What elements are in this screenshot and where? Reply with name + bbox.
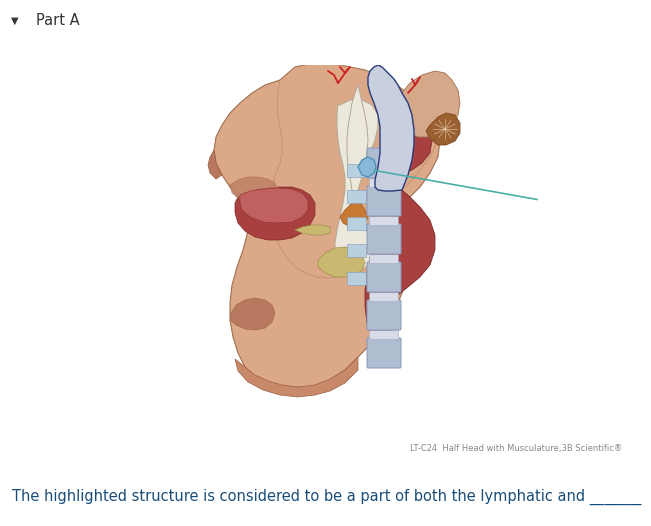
Polygon shape <box>318 247 365 277</box>
Polygon shape <box>365 177 435 357</box>
Polygon shape <box>382 110 432 173</box>
Polygon shape <box>235 187 315 240</box>
FancyBboxPatch shape <box>348 245 367 258</box>
FancyBboxPatch shape <box>367 262 401 292</box>
FancyBboxPatch shape <box>348 272 367 286</box>
Text: LT-C24  Half Head with Musculature,3B Scientific®: LT-C24 Half Head with Musculature,3B Sci… <box>409 444 622 453</box>
Polygon shape <box>235 357 358 397</box>
FancyBboxPatch shape <box>370 255 398 264</box>
Polygon shape <box>230 177 278 203</box>
Polygon shape <box>295 225 330 235</box>
Text: Part A: Part A <box>36 13 79 28</box>
Polygon shape <box>358 157 376 177</box>
FancyBboxPatch shape <box>367 300 401 330</box>
Polygon shape <box>240 188 308 223</box>
FancyBboxPatch shape <box>367 186 401 216</box>
FancyBboxPatch shape <box>370 217 398 226</box>
Polygon shape <box>394 71 460 137</box>
Polygon shape <box>347 85 368 195</box>
FancyBboxPatch shape <box>348 190 367 204</box>
FancyBboxPatch shape <box>367 338 401 368</box>
Text: ▼: ▼ <box>10 16 18 26</box>
FancyBboxPatch shape <box>348 165 367 177</box>
Polygon shape <box>270 63 438 278</box>
FancyBboxPatch shape <box>370 292 398 301</box>
Polygon shape <box>335 100 378 273</box>
Polygon shape <box>340 200 368 227</box>
Polygon shape <box>208 150 222 179</box>
FancyBboxPatch shape <box>367 224 401 254</box>
Polygon shape <box>368 65 414 191</box>
Text: The highlighted structure is considered to be a part of both the lymphatic and _: The highlighted structure is considered … <box>12 489 651 505</box>
FancyBboxPatch shape <box>348 217 367 230</box>
FancyBboxPatch shape <box>370 178 398 187</box>
FancyBboxPatch shape <box>370 330 398 339</box>
FancyBboxPatch shape <box>367 148 401 178</box>
Polygon shape <box>426 113 460 145</box>
Polygon shape <box>214 63 440 391</box>
Polygon shape <box>230 298 275 330</box>
